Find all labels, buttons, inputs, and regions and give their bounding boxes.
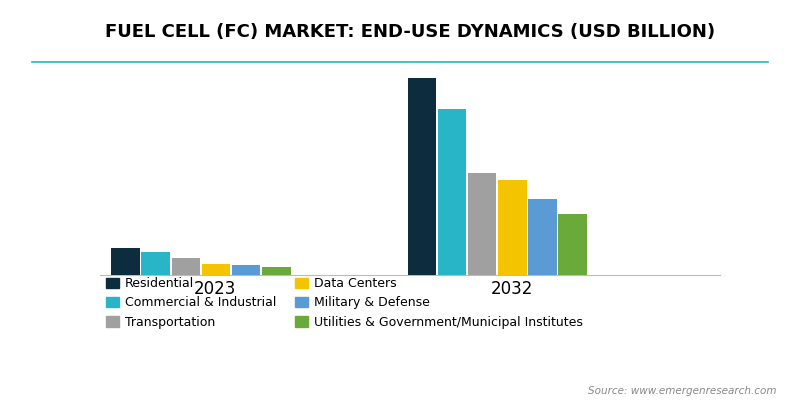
Bar (558, 214, 587, 275)
Bar (468, 173, 497, 275)
Bar (172, 258, 200, 275)
Text: Source: www.emergenresearch.com: Source: www.emergenresearch.com (587, 386, 776, 396)
Legend: Residential, Commercial & Industrial, Transportation, Data Centers, Military & D: Residential, Commercial & Industrial, Tr… (106, 277, 582, 329)
Bar (232, 265, 261, 275)
Bar (111, 248, 140, 275)
Bar (142, 252, 170, 275)
Bar (407, 78, 436, 275)
Bar (438, 108, 466, 275)
Title: FUEL CELL (FC) MARKET: END-USE DYNAMICS (USD BILLION): FUEL CELL (FC) MARKET: END-USE DYNAMICS … (105, 23, 715, 41)
Bar (202, 264, 230, 275)
Bar (262, 267, 290, 275)
Bar (498, 180, 526, 275)
Bar (528, 199, 557, 275)
